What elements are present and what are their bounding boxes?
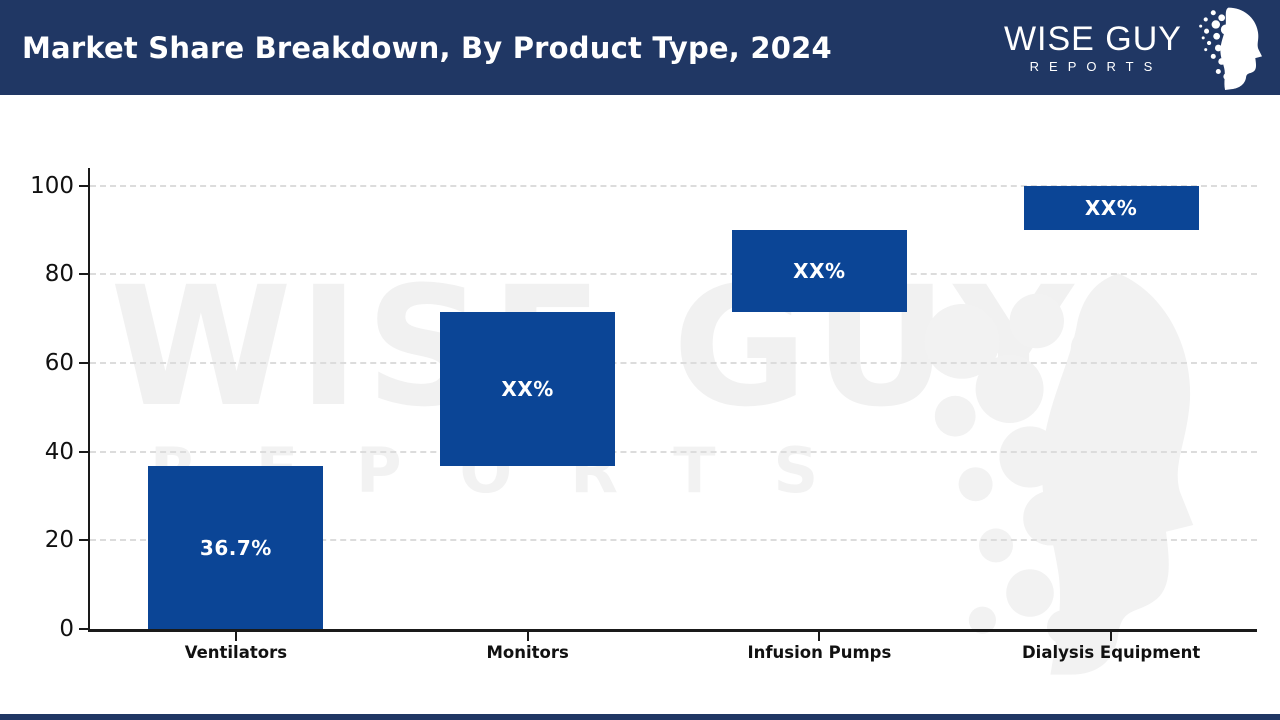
y-tick-mark-0 (79, 628, 88, 630)
y-tick-label-40: 40 (44, 438, 74, 465)
y-tick-mark-60 (79, 362, 88, 365)
logo-text: WISE GUY REPORTS (1004, 22, 1182, 73)
bar-dialysis-equipment: XX% (1023, 185, 1199, 231)
logo-head-icon (1199, 7, 1262, 90)
y-tick-label-60: 60 (44, 350, 74, 377)
bar-value-label: XX% (501, 376, 554, 401)
gridline-80 (90, 273, 1257, 276)
x-category-label: Ventilators (184, 643, 288, 662)
wise-guy-reports-logo: WISE GUY REPORTS (1004, 6, 1262, 90)
x-category-label: Dialysis Equipment (1021, 643, 1201, 662)
bar-value-label: XX% (793, 258, 846, 283)
y-tick-mark-40 (79, 450, 88, 453)
y-tick-mark-80 (79, 273, 88, 276)
bar-infusion-pumps: XX% (731, 230, 907, 312)
bar-ventilators: 36.7% (148, 466, 324, 629)
x-tick-mark-1 (526, 632, 529, 641)
bar-monitors: XX% (440, 311, 616, 467)
plot-area: 0 20 40 60 80 100 36.7% Ventilators XX% Monitors X… (30, 168, 1257, 662)
y-tick-label-0: 0 (59, 616, 74, 642)
x-category-label: Infusion Pumps (747, 643, 892, 662)
y-tick-label-20: 20 (44, 527, 74, 554)
bar-value-label: 36.7% (199, 535, 272, 560)
x-tick-mark-2 (818, 632, 821, 641)
gridline-100 (90, 184, 1257, 187)
gridline-20 (90, 539, 1257, 542)
gridline-40 (90, 450, 1257, 453)
header-banner: Market Share Breakdown, By Product Type,… (0, 0, 1280, 95)
y-tick-label-100: 100 (30, 172, 74, 199)
chart-area: WISE GUY REPORTS 0 20 40 60 80 100 36.7% Ventil… (0, 95, 1280, 714)
logo-subtitle: REPORTS (1029, 59, 1163, 74)
y-tick-mark-100 (79, 184, 88, 187)
footer-strip (0, 714, 1280, 720)
x-tick-mark-3 (1110, 632, 1113, 641)
bar-value-label: XX% (1084, 195, 1138, 220)
gridline-60 (90, 362, 1257, 365)
x-tick-mark-0 (234, 632, 237, 641)
x-category-label: Monitors (486, 643, 569, 662)
y-tick-label-80: 80 (44, 261, 74, 288)
chart-title: Market Share Breakdown, By Product Type,… (22, 30, 832, 65)
y-tick-mark-20 (79, 539, 88, 542)
logo-wordmark: WISE GUY (1003, 20, 1182, 58)
